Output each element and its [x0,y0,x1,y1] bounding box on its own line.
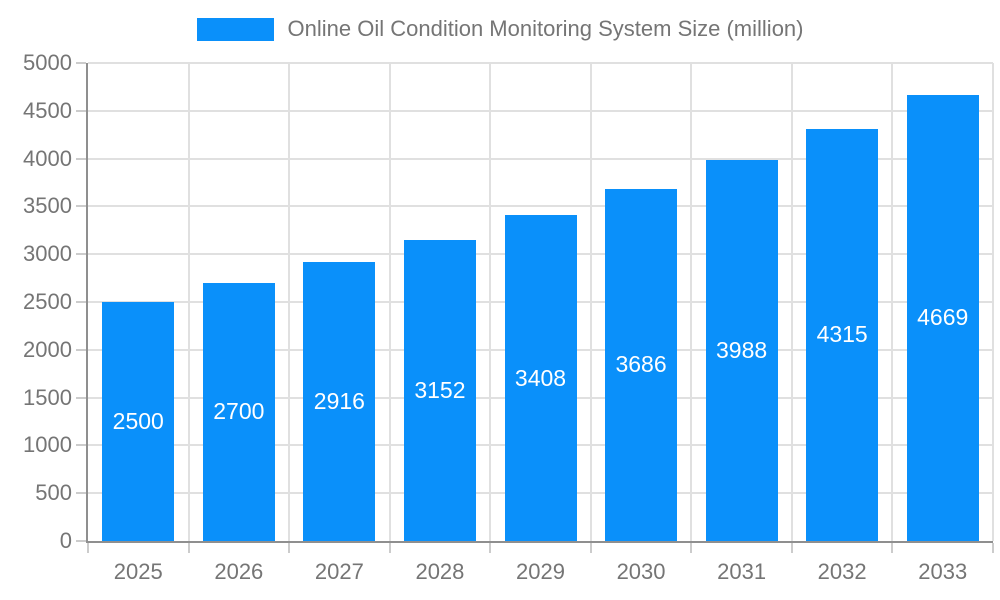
bar-value-label: 3988 [716,336,768,363]
bar: 3686 [605,188,678,541]
x-tick [87,543,89,553]
y-tick [76,301,86,303]
bar-value-label: 3686 [615,351,667,378]
y-axis-label: 2000 [23,336,72,362]
v-gridline [992,63,994,541]
y-tick [76,444,86,447]
x-tick [992,543,994,553]
x-tick [388,543,391,553]
x-tick [790,543,793,553]
legend-label: Online Oil Condition Monitoring System S… [287,16,804,41]
bar: 3408 [504,215,577,541]
y-tick [76,205,86,208]
y-tick [76,253,86,256]
x-axis-label: 2029 [516,559,565,584]
bar: 4315 [806,128,879,541]
x-tick [891,543,894,553]
bar-value-label: 4669 [917,304,969,331]
y-axis-label: 500 [35,480,72,506]
legend-swatch-icon [196,17,274,41]
bar: 2916 [303,262,376,541]
v-gridline [288,63,291,541]
x-axis-label: 2030 [616,559,666,584]
x-tick [288,543,291,553]
x-axis-label: 2028 [415,559,465,584]
x-axis-label: 2025 [113,559,163,584]
x-tick [489,543,492,553]
y-axis-label: 4500 [23,97,72,123]
x-axis-label: 2031 [717,559,767,584]
y-axis-label: 4000 [23,145,72,171]
y-tick [76,109,86,112]
bar: 3152 [403,239,476,541]
h-gridline [88,62,993,64]
x-axis-label: 2027 [314,559,364,584]
bar-value-label: 3408 [514,364,567,391]
y-axis-label: 0 [59,528,72,553]
x-axis-line [86,541,993,543]
y-axis-label: 1000 [23,432,72,458]
chart-legend[interactable]: Online Oil Condition Monitoring System S… [0,16,1000,42]
y-tick [76,157,86,160]
y-axis-label: 2500 [23,289,72,314]
v-gridline [790,63,793,541]
y-axis-label: 1500 [23,384,72,410]
x-tick [690,543,693,553]
bar-value-label: 3152 [414,376,466,403]
y-tick [76,396,86,399]
x-axis-label: 2032 [817,559,867,584]
h-gridline [88,109,993,112]
h-gridline [88,205,993,208]
y-axis-label: 5000 [23,50,72,75]
bar: 4669 [906,94,979,541]
x-axis-label: 2026 [214,559,264,584]
y-tick [76,540,86,542]
y-tick [76,62,86,64]
y-tick [76,492,86,495]
x-axis-label: 2033 [918,559,968,584]
y-axis-label: 3500 [23,193,72,219]
x-tick [589,543,592,553]
y-axis-label: 3000 [23,241,72,267]
v-gridline [891,63,894,541]
bar: 2500 [102,302,175,541]
v-gridline [187,63,190,541]
y-axis-line [86,63,88,543]
bar: 2700 [202,282,275,541]
plot-area: 0 500 1000 1500 2000 2500 3000 3500 4000 4500 5000… [23,50,994,584]
x-tick [187,543,190,553]
y-tick [76,348,86,351]
h-gridline [88,157,993,160]
v-gridline [589,63,592,541]
bar-value-label: 2700 [213,398,265,425]
bar: 3988 [705,159,778,541]
v-gridline [489,63,492,541]
bar-value-label: 2500 [112,408,164,434]
bar-value-label: 4315 [816,321,868,348]
v-gridline [388,63,391,541]
v-gridline [690,63,693,541]
bar-value-label: 2916 [313,388,365,415]
